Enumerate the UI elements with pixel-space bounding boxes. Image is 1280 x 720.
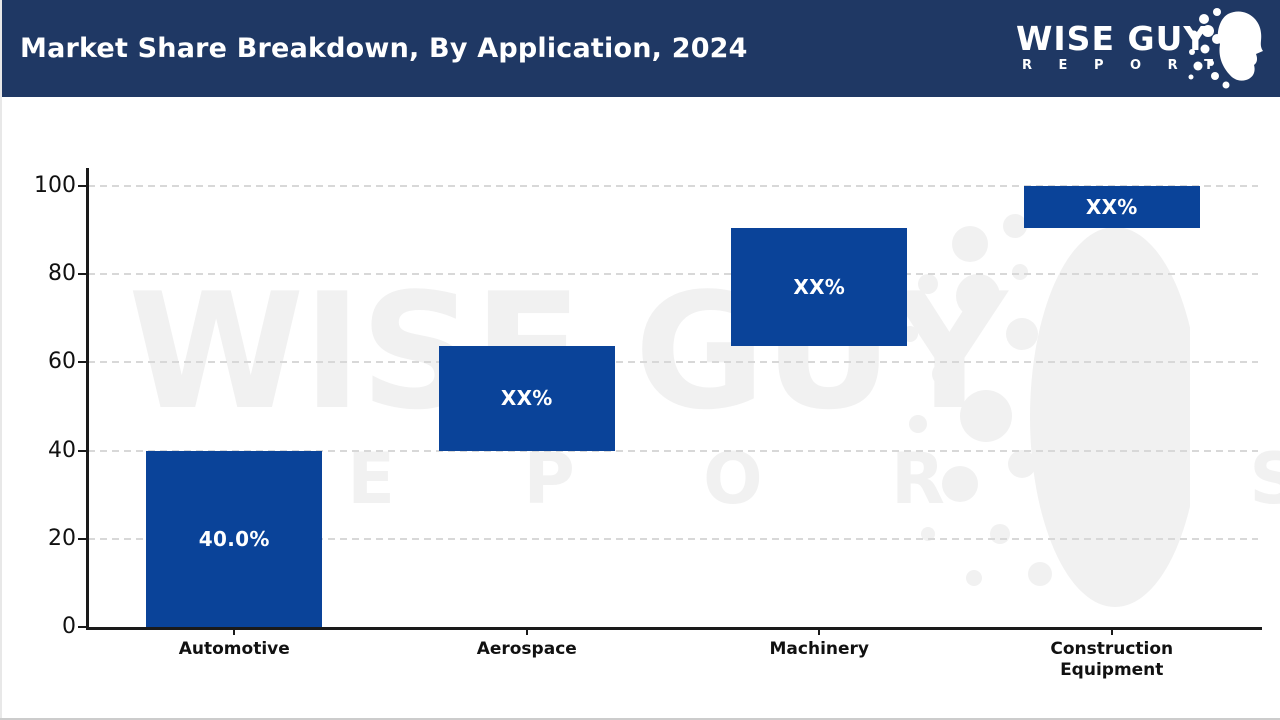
category-label-3: Construction Equipment: [1050, 639, 1174, 680]
header-bar: Market Share Breakdown, By Application, …: [0, 0, 1280, 97]
x-tick-2: [818, 628, 821, 635]
logo-face-icon: [1188, 8, 1263, 89]
bar-value-label: XX%: [1085, 195, 1138, 220]
x-axis-line: [86, 627, 1262, 630]
y-tick-60: [78, 361, 87, 364]
category-label-1: Aerospace: [476, 639, 577, 659]
x-tick-1: [525, 628, 528, 635]
bar-value-label: XX%: [793, 275, 846, 300]
bar-aerospace: XX%: [438, 346, 615, 451]
gridline-40: [88, 449, 1258, 452]
page-left-border: [0, 0, 2, 720]
y-tick-0: [78, 626, 87, 628]
y-tick-80: [78, 273, 87, 276]
category-label-0: Automotive: [178, 639, 290, 659]
page-bottom-border: [0, 718, 1280, 720]
gridline-80: [88, 273, 1258, 276]
bar-value-label: XX%: [500, 386, 553, 411]
page-title: Market Share Breakdown, By Application, …: [20, 33, 748, 64]
gridline-60: [88, 361, 1258, 364]
bar-construction-equipment: XX%: [1023, 186, 1200, 229]
y-tick-label-80: 80: [48, 261, 76, 287]
bar-value-label: 40.0%: [198, 526, 270, 551]
y-tick-40: [78, 449, 87, 452]
bar-machinery: XX%: [731, 228, 908, 347]
category-label-2: Machinery: [769, 639, 870, 659]
gridline-20: [88, 537, 1258, 540]
y-tick-20: [78, 537, 87, 540]
x-tick-0: [233, 628, 236, 635]
y-axis-line: [86, 168, 89, 630]
y-tick-label-60: 60: [48, 349, 76, 375]
gridline-100: [88, 185, 1258, 187]
y-tick-label-100: 100: [34, 173, 76, 198]
y-tick-label-40: 40: [48, 437, 76, 463]
wise-guy-reports-logo: WISE GUY R E P O R T S: [1016, 6, 1266, 92]
bar-automotive: 40.0%: [146, 450, 323, 627]
logo-wordmark: WISE GUY: [1016, 19, 1209, 58]
x-tick-3: [1110, 628, 1113, 635]
y-tick-label-0: 0: [62, 614, 76, 639]
y-tick-100: [78, 185, 87, 187]
y-tick-label-20: 20: [48, 525, 76, 551]
